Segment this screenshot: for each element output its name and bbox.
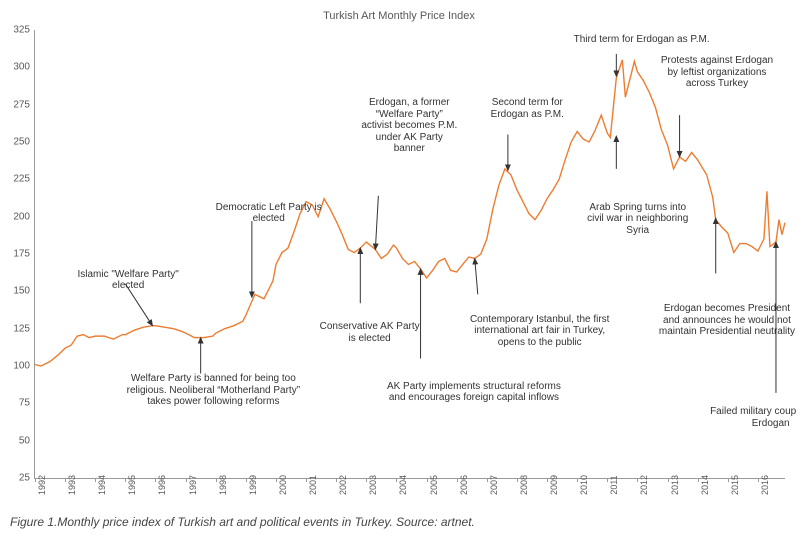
x-tick-label: 1999 — [248, 475, 258, 495]
x-tick-label: 2001 — [308, 475, 318, 495]
y-tick-label: 50 — [6, 435, 30, 446]
y-tick-label: 100 — [6, 361, 30, 372]
y-tick-label: 25 — [6, 473, 30, 484]
x-tick-label: 2004 — [398, 475, 408, 495]
x-tick-label: 2016 — [760, 475, 770, 495]
x-tick-label: 2005 — [429, 475, 439, 495]
x-tick-label: 1994 — [97, 475, 107, 495]
x-tick-label: 1997 — [188, 475, 198, 495]
x-tick-label: 2009 — [549, 475, 559, 495]
x-tick-label: 1995 — [127, 475, 137, 495]
x-tick-label: 2006 — [459, 475, 469, 495]
x-tick — [246, 478, 247, 482]
x-tick — [276, 478, 277, 482]
chart-container: Turkish Art Monthly Price Index Figure 1… — [0, 0, 798, 535]
x-tick — [577, 478, 578, 482]
x-tick — [758, 478, 759, 482]
x-tick-label: 2010 — [579, 475, 589, 495]
y-tick-label: 150 — [6, 286, 30, 297]
figure-caption: Figure 1.Monthly price index of Turkish … — [10, 515, 475, 529]
x-tick — [517, 478, 518, 482]
y-tick-label: 250 — [6, 137, 30, 148]
price-index-line — [35, 60, 785, 366]
x-tick-label: 2011 — [609, 475, 619, 494]
y-tick-label: 75 — [6, 398, 30, 409]
x-tick-label: 2014 — [700, 475, 710, 495]
x-tick-label: 2008 — [519, 475, 529, 495]
x-tick — [65, 478, 66, 482]
annotation-arrow — [375, 196, 378, 250]
x-tick-label: 1998 — [218, 475, 228, 495]
x-tick — [306, 478, 307, 482]
x-tick — [427, 478, 428, 482]
x-tick-label: 1996 — [157, 475, 167, 495]
x-tick-label: 2015 — [730, 475, 740, 495]
y-tick-label: 300 — [6, 62, 30, 73]
y-tick-label: 225 — [6, 174, 30, 185]
x-tick — [547, 478, 548, 482]
x-tick-label: 1993 — [67, 475, 77, 495]
chart-svg — [35, 30, 785, 478]
x-tick — [186, 478, 187, 482]
plot-area — [34, 30, 785, 479]
x-tick-label: 2013 — [670, 475, 680, 495]
annotation-arrow — [125, 284, 152, 326]
y-tick-label: 200 — [6, 211, 30, 222]
x-tick — [216, 478, 217, 482]
x-tick — [487, 478, 488, 482]
y-tick-label: 275 — [6, 99, 30, 110]
x-tick-label: 2003 — [368, 475, 378, 495]
y-tick-label: 175 — [6, 249, 30, 260]
chart-title: Turkish Art Monthly Price Index — [0, 10, 798, 22]
x-tick — [35, 478, 36, 482]
x-tick-label: 2012 — [639, 475, 649, 495]
y-tick-label: 325 — [6, 25, 30, 36]
x-tick-label: 2000 — [278, 475, 288, 495]
x-tick-label: 1992 — [37, 475, 47, 495]
x-tick-label: 2007 — [489, 475, 499, 495]
annotation-arrow — [475, 258, 478, 294]
x-tick — [668, 478, 669, 482]
y-tick-label: 125 — [6, 323, 30, 334]
x-tick — [457, 478, 458, 482]
x-tick — [728, 478, 729, 482]
x-tick-label: 2002 — [338, 475, 348, 495]
x-tick — [698, 478, 699, 482]
